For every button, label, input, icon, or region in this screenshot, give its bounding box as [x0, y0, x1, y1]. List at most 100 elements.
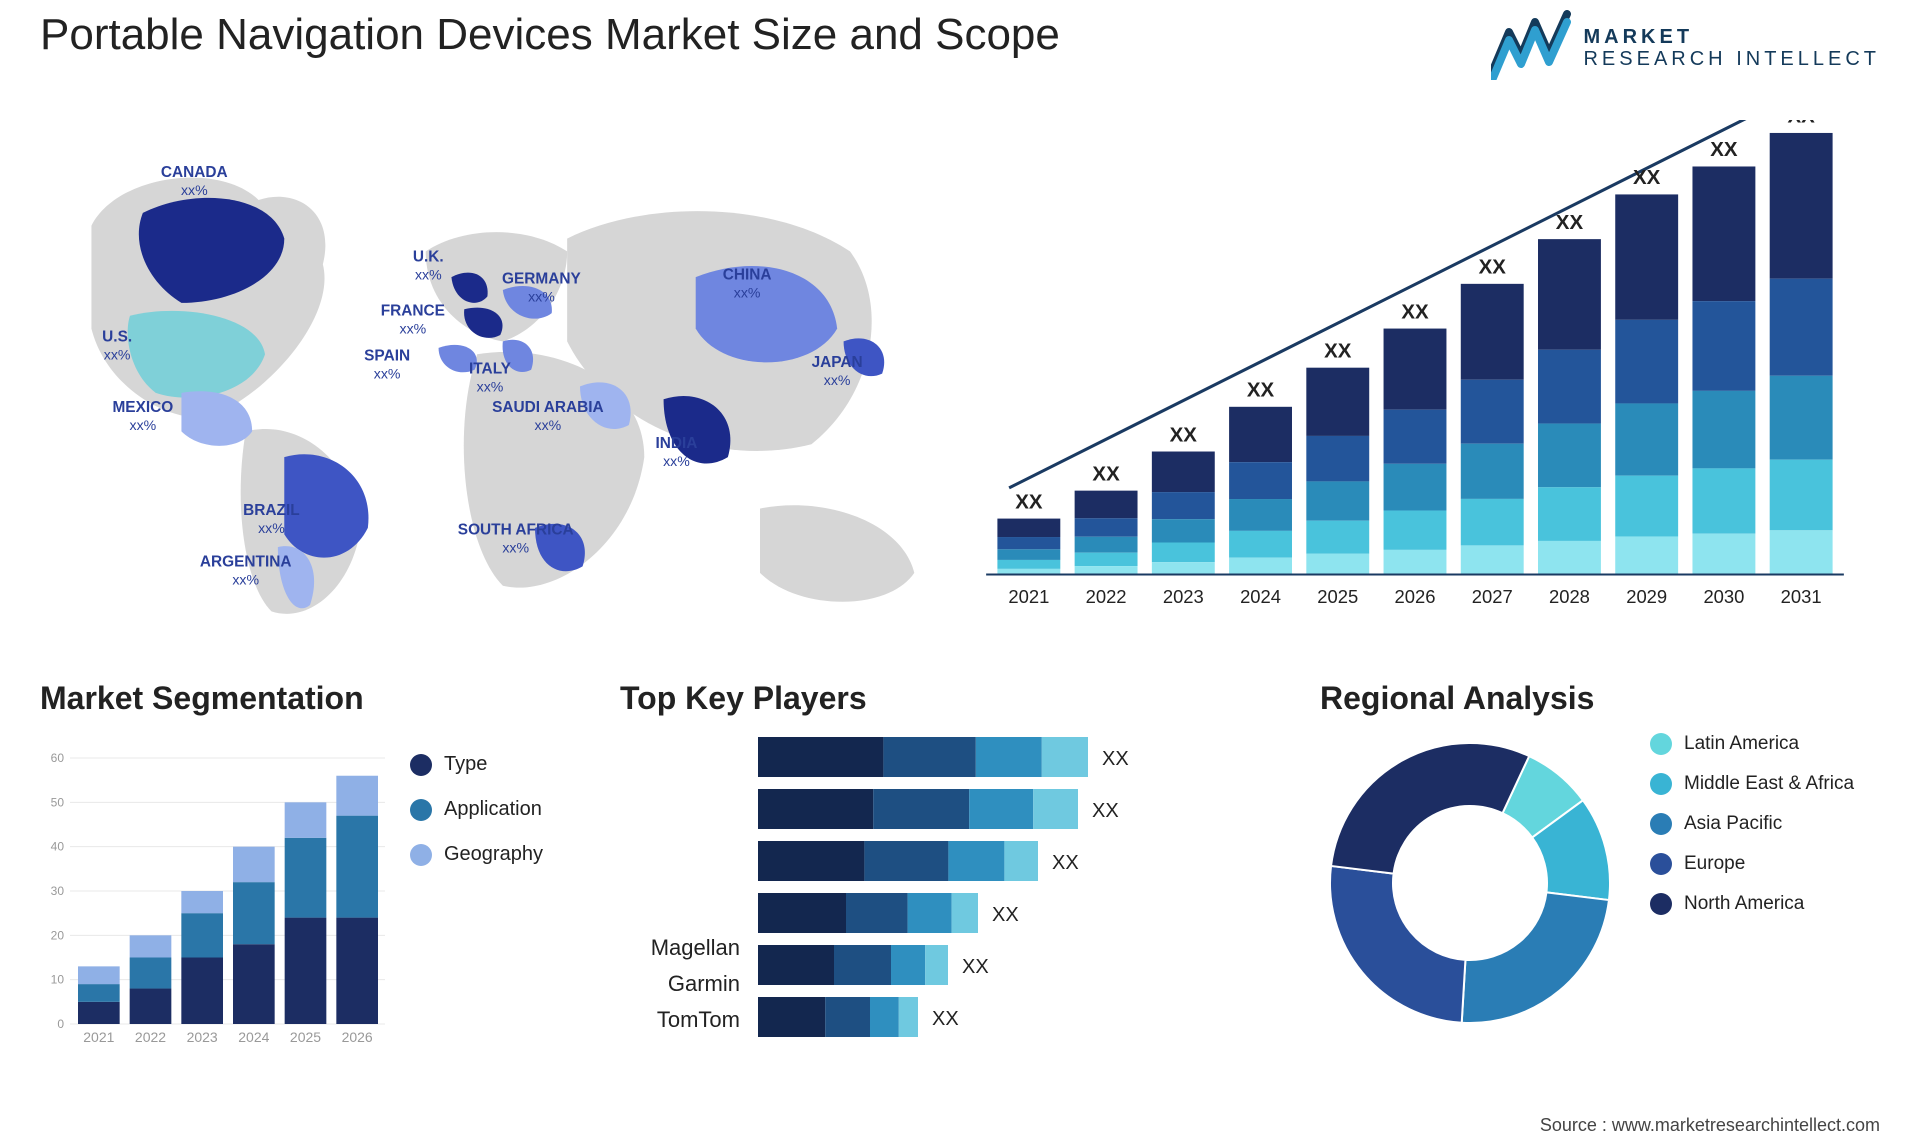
segmentation-legend-item: Type: [410, 753, 543, 776]
legend-label: Asia Pacific: [1684, 813, 1782, 835]
svg-text:XX: XX: [932, 1008, 959, 1030]
svg-text:JAPAN: JAPAN: [812, 354, 863, 371]
svg-text:40: 40: [51, 840, 65, 854]
svg-text:XX: XX: [1401, 300, 1429, 323]
svg-text:2023: 2023: [1163, 586, 1204, 607]
svg-text:MEXICO: MEXICO: [112, 399, 173, 416]
svg-text:2021: 2021: [1008, 586, 1049, 607]
logo-text: MARKET RESEARCH INTELLECT: [1583, 26, 1880, 70]
page-title: Portable Navigation Devices Market Size …: [40, 10, 1060, 60]
source-line: Source : www.marketresearchintellect.com: [1540, 1115, 1880, 1136]
svg-text:xx%: xx%: [181, 182, 208, 198]
svg-text:XX: XX: [992, 904, 1019, 926]
svg-text:2026: 2026: [342, 1029, 373, 1045]
map-label-india: INDIAxx%: [655, 435, 697, 469]
legend-label: Geography: [444, 843, 543, 866]
logo-line3: INTELLECT: [1736, 48, 1880, 70]
svg-text:2021: 2021: [83, 1029, 114, 1045]
svg-text:50: 50: [51, 795, 65, 809]
svg-text:SOUTH AFRICA: SOUTH AFRICA: [458, 521, 574, 538]
regional-legend-item: North America: [1650, 893, 1854, 915]
svg-text:U.S.: U.S.: [102, 328, 132, 345]
legend-label: Type: [444, 753, 487, 776]
players-panel: Top Key Players Magellan Garmin TomTom XX X…: [620, 680, 1260, 1100]
svg-text:0: 0: [57, 1017, 64, 1031]
svg-text:xx%: xx%: [104, 346, 131, 362]
growth-chart-panel: XX2021XX2022XX2023XX2024XX2025XX2026XX20…: [980, 120, 1850, 640]
player-name: Magellan: [620, 935, 740, 961]
legend-swatch-icon: [1650, 773, 1672, 795]
svg-text:30: 30: [51, 884, 65, 898]
segmentation-legend: Type Application Geography: [410, 753, 543, 866]
svg-text:2025: 2025: [1317, 586, 1358, 607]
svg-text:xx%: xx%: [663, 453, 690, 469]
svg-text:xx%: xx%: [415, 267, 442, 283]
svg-text:CANADA: CANADA: [161, 164, 228, 181]
segmentation-title: Market Segmentation: [40, 680, 580, 717]
svg-text:xx%: xx%: [400, 321, 427, 337]
svg-text:xx%: xx%: [130, 417, 157, 433]
svg-text:xx%: xx%: [374, 366, 401, 382]
svg-text:XX: XX: [1092, 800, 1119, 822]
legend-label: Europe: [1684, 853, 1745, 875]
legend-swatch-icon: [1650, 733, 1672, 755]
svg-text:XX: XX: [962, 956, 989, 978]
logo-mark-icon: [1491, 10, 1571, 85]
regional-legend-item: Latin America: [1650, 733, 1854, 755]
brand-logo: MARKET RESEARCH INTELLECT: [1491, 10, 1880, 85]
segmentation-chart: 0102030405060202120222023202420252026: [40, 733, 390, 1063]
legend-label: Latin America: [1684, 733, 1799, 755]
world-map: CANADAxx%U.K.xx%GERMANYxx%CHINAxx%U.S.xx…: [40, 120, 940, 640]
svg-text:ARGENTINA: ARGENTINA: [200, 553, 292, 570]
legend-swatch-icon: [1650, 853, 1672, 875]
svg-text:SAUDI ARABIA: SAUDI ARABIA: [492, 399, 604, 416]
svg-text:INDIA: INDIA: [655, 435, 697, 452]
map-label-u-s-: U.S.xx%: [102, 328, 132, 362]
svg-text:U.K.: U.K.: [413, 249, 444, 266]
legend-swatch-icon: [410, 799, 432, 821]
svg-text:xx%: xx%: [502, 539, 529, 555]
regional-legend: Latin America Middle East & Africa Asia Pa…: [1650, 733, 1854, 915]
player-name: TomTom: [620, 1007, 740, 1033]
players-names-list: Magellan Garmin TomTom: [620, 753, 740, 1033]
svg-text:XX: XX: [1710, 138, 1738, 161]
regional-legend-item: Middle East & Africa: [1650, 773, 1854, 795]
svg-text:XX: XX: [1170, 423, 1198, 446]
svg-text:2029: 2029: [1626, 586, 1667, 607]
legend-swatch-icon: [410, 844, 432, 866]
svg-text:2024: 2024: [238, 1029, 269, 1045]
world-map-panel: CANADAxx%U.K.xx%GERMANYxx%CHINAxx%U.S.xx…: [40, 120, 940, 640]
svg-text:2022: 2022: [135, 1029, 166, 1045]
svg-text:XX: XX: [1556, 211, 1584, 234]
svg-text:xx%: xx%: [477, 379, 504, 395]
regional-title: Regional Analysis: [1320, 680, 1880, 717]
svg-text:2030: 2030: [1703, 586, 1744, 607]
svg-text:2022: 2022: [1086, 586, 1127, 607]
svg-text:BRAZIL: BRAZIL: [243, 502, 299, 519]
svg-text:2024: 2024: [1240, 586, 1281, 607]
svg-text:XX: XX: [1092, 462, 1120, 485]
svg-text:SPAIN: SPAIN: [364, 348, 410, 365]
svg-text:XX: XX: [1247, 379, 1275, 402]
player-name: Garmin: [620, 971, 740, 997]
legend-swatch-icon: [410, 754, 432, 776]
svg-text:GERMANY: GERMANY: [502, 271, 581, 288]
svg-text:2023: 2023: [187, 1029, 218, 1045]
svg-text:xx%: xx%: [734, 285, 761, 301]
legend-label: Middle East & Africa: [1684, 773, 1854, 795]
players-title: Top Key Players: [620, 680, 1260, 717]
legend-label: Application: [444, 798, 542, 821]
svg-text:xx%: xx%: [232, 571, 259, 587]
svg-text:XX: XX: [1479, 256, 1507, 279]
map-label-u-k-: U.K.xx%: [413, 249, 444, 283]
svg-text:CHINA: CHINA: [723, 267, 772, 284]
regional-legend-item: Europe: [1650, 853, 1854, 875]
svg-text:xx%: xx%: [258, 520, 285, 536]
regional-panel: Regional Analysis Latin America Middle Ea…: [1320, 680, 1880, 1100]
svg-text:XX: XX: [1052, 852, 1079, 874]
svg-text:60: 60: [51, 751, 65, 765]
map-label-spain: SPAINxx%: [364, 348, 410, 382]
svg-text:xx%: xx%: [535, 417, 562, 433]
svg-text:2028: 2028: [1549, 586, 1590, 607]
logo-line2: RESEARCH: [1583, 48, 1726, 70]
